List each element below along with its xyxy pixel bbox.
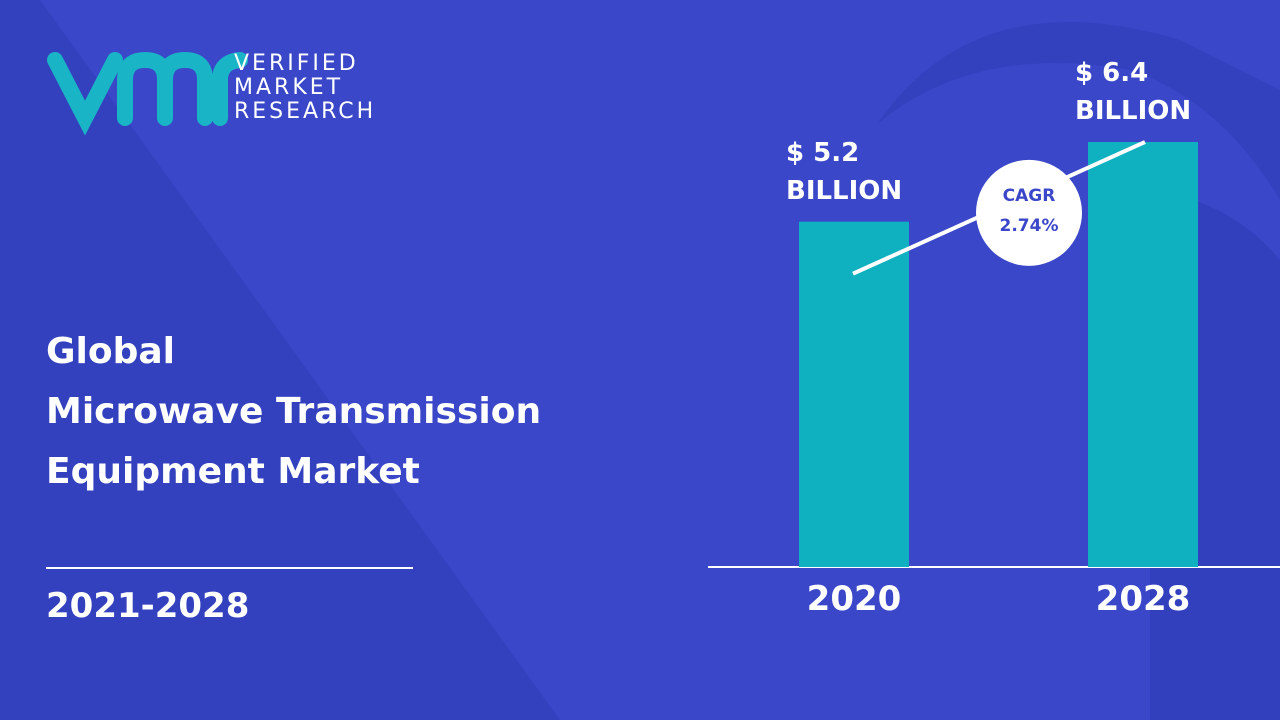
logo-line: RESEARCH xyxy=(234,99,377,124)
title-line: Equipment Market xyxy=(46,451,420,492)
x-tick-label: 2020 xyxy=(806,579,902,619)
x-tick-label: 2028 xyxy=(1095,579,1191,619)
cagr-label: CAGR xyxy=(1002,185,1056,206)
title-line: Microwave Transmission xyxy=(46,391,542,432)
value-label: $ 6.4 BILLION xyxy=(1075,58,1192,126)
logo-line: MARKET xyxy=(234,75,344,100)
bar xyxy=(1088,142,1198,567)
logo-line: VERIFIED xyxy=(234,51,359,76)
cagr-value: 2.74% xyxy=(999,215,1059,236)
logo-text: VERIFIED MARKET RESEARCH xyxy=(234,52,376,124)
period: 2021-2028 xyxy=(46,586,250,626)
cagr-badge xyxy=(976,159,1082,266)
bar xyxy=(799,221,909,567)
title: Global Microwave Transmission Equipment … xyxy=(46,322,541,502)
logo-mark xyxy=(47,51,248,136)
title-line: Global xyxy=(46,331,176,372)
value-label: $ 5.2 BILLION xyxy=(786,137,903,206)
